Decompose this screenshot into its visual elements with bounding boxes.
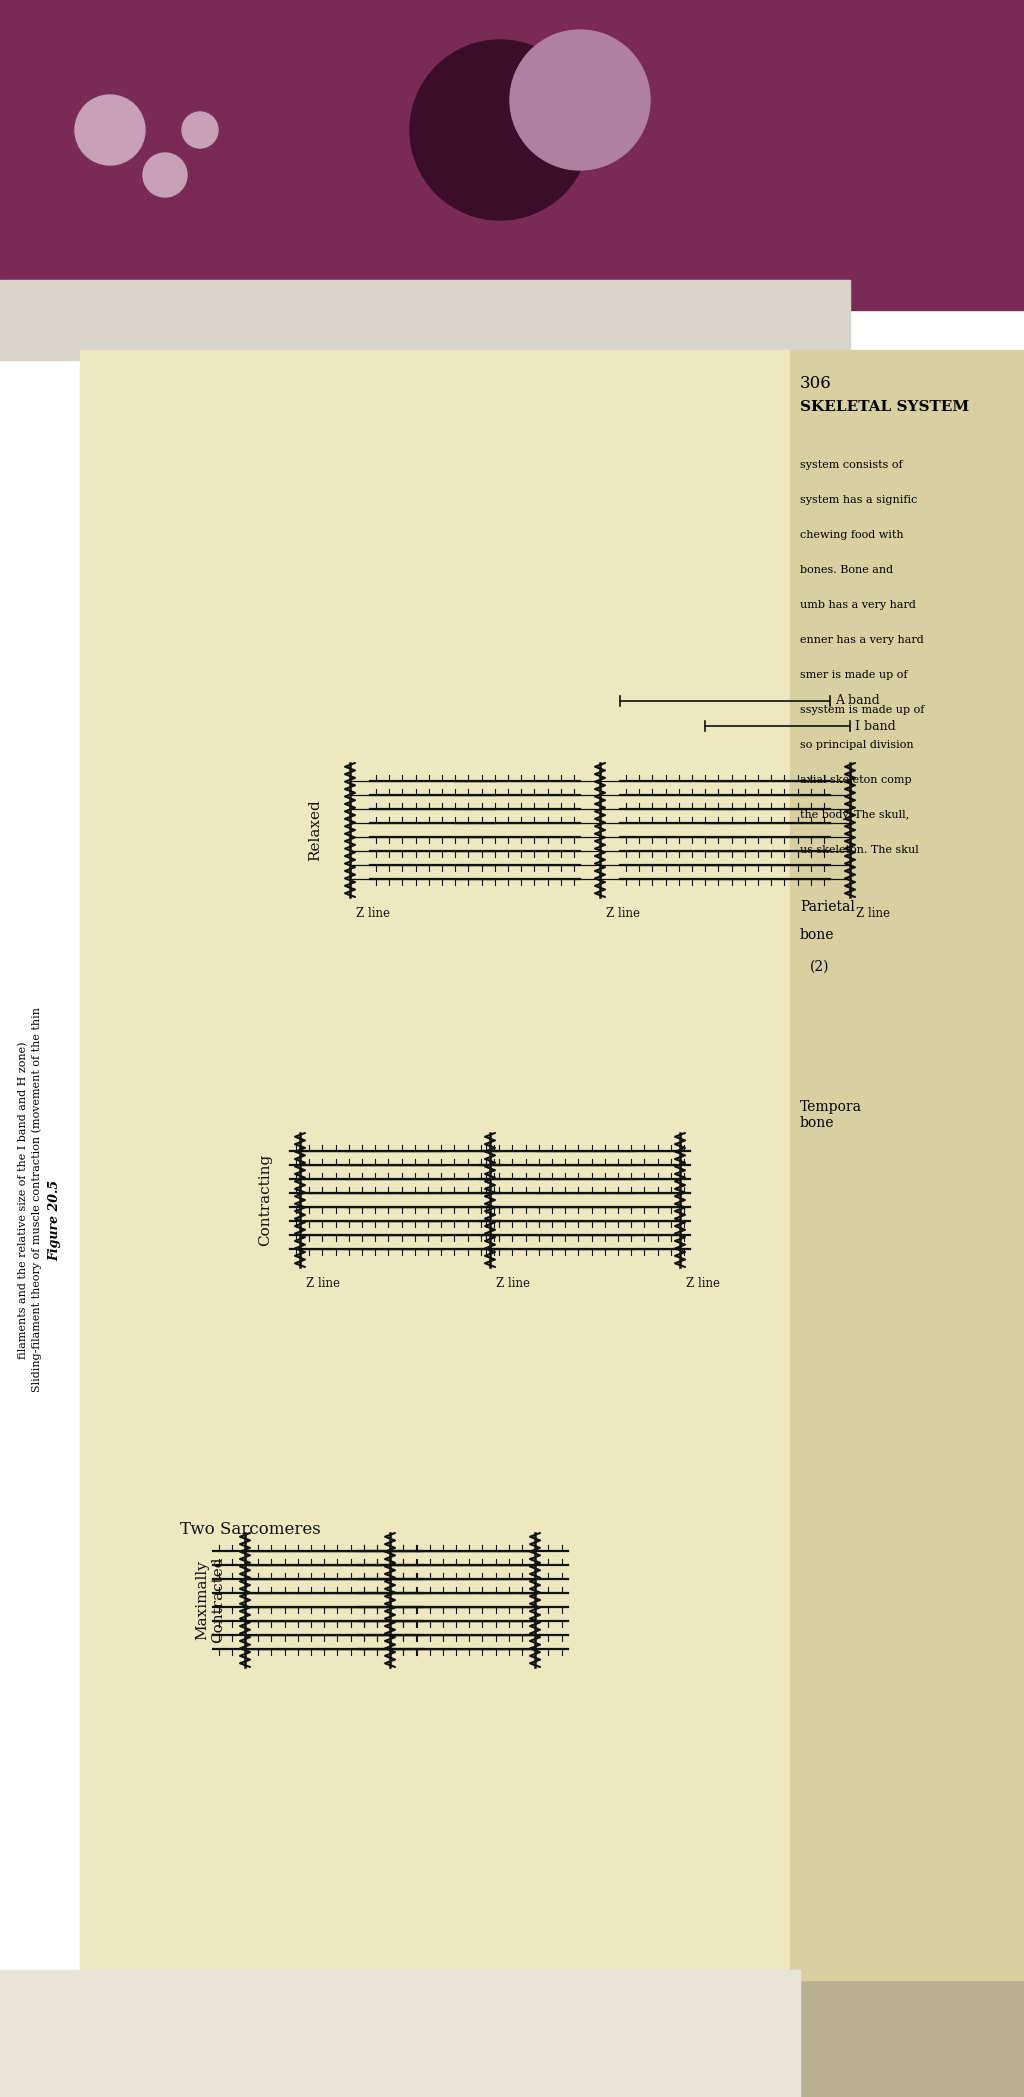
Circle shape (182, 111, 218, 149)
Circle shape (143, 153, 187, 197)
Text: Z line: Z line (686, 1277, 720, 1290)
Text: Z line: Z line (856, 908, 890, 921)
Text: I band: I band (855, 719, 896, 732)
Text: chewing food with: chewing food with (800, 531, 903, 541)
Circle shape (410, 40, 590, 220)
Text: Parietal: Parietal (800, 900, 855, 914)
Text: Z line: Z line (356, 908, 390, 921)
Text: enner has a very hard: enner has a very hard (800, 635, 924, 646)
Text: bones. Bone and: bones. Bone and (800, 564, 893, 575)
Bar (0, 281, 850, 361)
Text: system consists of: system consists of (800, 459, 902, 470)
Text: (2): (2) (810, 960, 829, 973)
Text: Figure 20.5: Figure 20.5 (48, 1179, 61, 1260)
Circle shape (75, 94, 145, 166)
Text: 306: 306 (800, 375, 831, 392)
Text: Z line: Z line (496, 1277, 530, 1290)
Bar (0, 1980, 1024, 2097)
Text: Maximally
Contracted: Maximally Contracted (195, 1556, 225, 1644)
Text: us skeleton. The skul: us skeleton. The skul (800, 845, 919, 856)
Circle shape (510, 29, 650, 170)
Text: the body. The skull,: the body. The skull, (800, 809, 909, 820)
Text: umb has a very hard: umb has a very hard (800, 600, 915, 610)
Text: system has a signific: system has a signific (800, 495, 918, 505)
Bar (80, 350, 790, 1980)
Text: Relaxed: Relaxed (308, 799, 322, 862)
Bar (0, 1969, 800, 2097)
Text: Sliding-filament theory of muscle contraction (movement of the thin: Sliding-filament theory of muscle contra… (32, 1007, 42, 1392)
Text: bone: bone (800, 929, 835, 942)
Text: ssystem is made up of: ssystem is made up of (800, 705, 925, 715)
Text: Tempora
bone: Tempora bone (800, 1101, 862, 1130)
Text: Z line: Z line (606, 908, 640, 921)
Text: smer is made up of: smer is made up of (800, 671, 907, 679)
Text: A band: A band (835, 694, 880, 707)
Text: Two Sarcomeres: Two Sarcomeres (179, 1522, 321, 1539)
Text: Contracting: Contracting (258, 1153, 272, 1246)
Text: Z line: Z line (306, 1277, 340, 1290)
Text: so principal division: so principal division (800, 740, 913, 751)
Text: axial skeleton comp: axial skeleton comp (800, 776, 911, 784)
Bar (790, 350, 1024, 1980)
Text: filaments and the relative size of the I band and H zone): filaments and the relative size of the I… (17, 1042, 28, 1359)
Bar (0, 0, 1024, 310)
Text: SKELETAL SYSTEM: SKELETAL SYSTEM (800, 401, 970, 413)
